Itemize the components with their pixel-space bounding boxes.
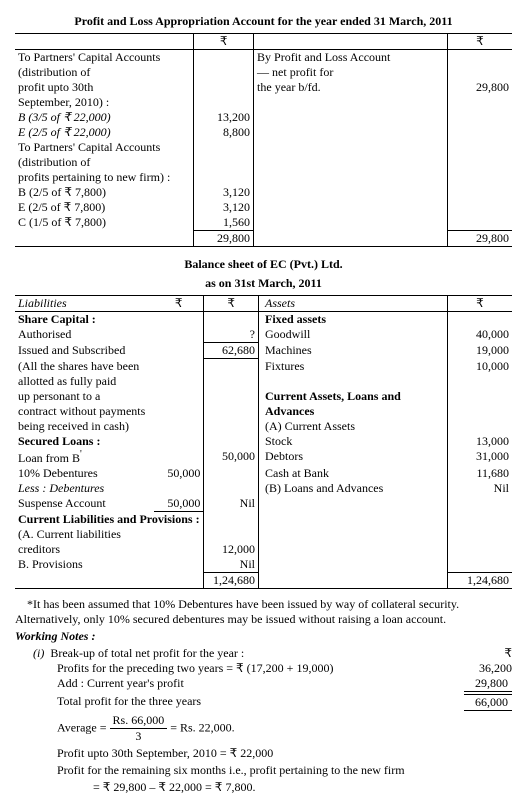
footnote-star: *It has been assumed that 10% Debentures…	[15, 597, 512, 627]
bs-row: Fixed assets	[259, 312, 448, 328]
bs-row: Current Liabilities and Provisions :	[15, 511, 204, 527]
bs-val: 40,000	[447, 327, 512, 343]
rs-head: ₹	[504, 646, 512, 661]
bs-row: Goodwill	[259, 327, 448, 343]
bs-val: 13,000	[447, 434, 512, 449]
wn-line: = ₹ 29,800 – ₹ 22,000 = ₹ 7,800.	[33, 780, 512, 795]
bs-val: 50,000	[204, 449, 259, 466]
bs-row: Current Assets, Loans and	[259, 389, 448, 404]
wn-line: Total profit for the three years	[57, 694, 201, 711]
bs-row: Share Capital :	[15, 312, 154, 328]
bs-val: 12,000	[204, 542, 259, 557]
pla-total: 29,800	[194, 231, 254, 247]
pla-row: By Profit and Loss Account	[254, 50, 448, 66]
bs-row: Advances	[259, 404, 448, 419]
bs-row: Fixtures	[259, 359, 448, 374]
bs-val: 11,680	[447, 466, 512, 481]
wn-line: Profit upto 30th September, 2010 = ₹ 22,…	[33, 746, 512, 761]
rs-head: ₹	[194, 34, 254, 50]
bs-row: contract without payments	[15, 404, 154, 419]
bs-row: 10% Debentures	[15, 466, 154, 481]
bs-val: ?	[204, 327, 259, 343]
bs-row: Authorised	[15, 327, 154, 343]
wn-val: 36,200	[479, 661, 512, 676]
bs-total: 1,24,680	[447, 572, 512, 588]
pla-row: (distribution of	[15, 155, 194, 170]
bs-val: 19,000	[447, 343, 512, 359]
pla-title: Profit and Loss Appropriation Account fo…	[15, 14, 512, 29]
bs-val: 50,000	[154, 496, 204, 512]
pla-table: ₹ ₹ To Partners' Capital Accounts By Pro…	[15, 33, 512, 247]
rs-head: ₹	[447, 34, 512, 50]
bs-val: Nil	[447, 481, 512, 496]
bs-val: 31,000	[447, 449, 512, 466]
pla-row: To Partners' Capital Accounts	[15, 50, 194, 66]
liab-head: Liabilities	[15, 296, 154, 312]
rs-head: ₹	[204, 296, 259, 312]
bs-row: B. Provisions	[15, 557, 154, 573]
bs-row: Stock	[259, 434, 448, 449]
wn-line: Profit for the remaining six months i.e.…	[33, 763, 512, 778]
bs-row: up personant to a	[15, 389, 154, 404]
pla-val: 3,120	[194, 200, 254, 215]
bs-row: Debtors	[259, 449, 448, 466]
bs-row: being received in cash)	[15, 419, 154, 434]
pla-row: profits pertaining to new firm) :	[15, 170, 194, 185]
bs-title1: Balance sheet of EC (Pvt.) Ltd.	[15, 257, 512, 272]
pla-total: 29,800	[447, 231, 512, 247]
pla-row: profit upto 30th	[15, 80, 194, 95]
pla-row: E (2/5 of ₹ 22,000)	[15, 125, 194, 140]
assets-head: Assets	[259, 296, 448, 312]
bs-table: Liabilities ₹ ₹ Assets ₹ Share Capital :…	[15, 295, 512, 589]
pla-row: — net profit for	[254, 65, 448, 80]
pla-row: September, 2010) :	[15, 95, 194, 110]
bs-val: 50,000	[154, 466, 204, 481]
pla-row: B (2/5 of ₹ 7,800)	[15, 185, 194, 200]
bs-total: 1,24,680	[204, 572, 259, 588]
pla-row: B (3/5 of ₹ 22,000)	[15, 110, 194, 125]
wn-val: 29,800	[464, 676, 512, 692]
bs-row: Machines	[259, 343, 448, 359]
pla-row: (distribution of	[15, 65, 194, 80]
bs-row: Loan from B'	[15, 449, 154, 466]
rs-head: ₹	[154, 296, 204, 312]
wn-val: 66,000	[464, 694, 512, 711]
pla-val: 1,560	[194, 215, 254, 231]
footnotes: *It has been assumed that 10% Debentures…	[15, 597, 512, 795]
bs-val: 62,680	[204, 343, 259, 359]
pla-row: E (2/5 of ₹ 7,800)	[15, 200, 194, 215]
pla-val: 3,120	[194, 185, 254, 200]
pla-row: the year b/fd.	[254, 80, 448, 95]
bs-row: Suspense Account	[15, 496, 154, 512]
bs-row: (A. Current liabilities	[15, 527, 154, 542]
bs-row: Less : Debentures	[15, 481, 154, 496]
wn-line: (i) Break-up of total net profit for the…	[33, 646, 244, 661]
bs-row: (B) Loans and Advances	[259, 481, 448, 496]
working-notes-head: Working Notes :	[15, 629, 512, 644]
pla-row: To Partners' Capital Accounts	[15, 140, 194, 155]
bs-row: creditors	[15, 542, 154, 557]
bs-row: (A) Current Assets	[259, 419, 448, 434]
bs-val: Nil	[204, 496, 259, 512]
rs-head: ₹	[447, 296, 512, 312]
bs-row: (All the shares have been	[15, 359, 154, 374]
bs-row: Issued and Subscribed	[15, 343, 154, 359]
pla-val: 8,800	[194, 125, 254, 140]
pla-val: 29,800	[447, 80, 512, 95]
pla-val: 13,200	[194, 110, 254, 125]
bs-row: Secured Loans :	[15, 434, 154, 449]
bs-title2: as on 31st March, 2011	[15, 276, 512, 291]
wn-avg: Average = Rs. 66,0003 = Rs. 22,000.	[33, 713, 512, 744]
bs-val: Nil	[204, 557, 259, 573]
pla-row: C (1/5 of ₹ 7,800)	[15, 215, 194, 231]
bs-row: Cash at Bank	[259, 466, 448, 481]
wn-line: Add : Current year's profit	[57, 676, 184, 692]
bs-row: allotted as fully paid	[15, 374, 154, 389]
bs-val: 10,000	[447, 359, 512, 374]
wn-line: Profits for the preceding two years = ₹ …	[57, 661, 333, 676]
